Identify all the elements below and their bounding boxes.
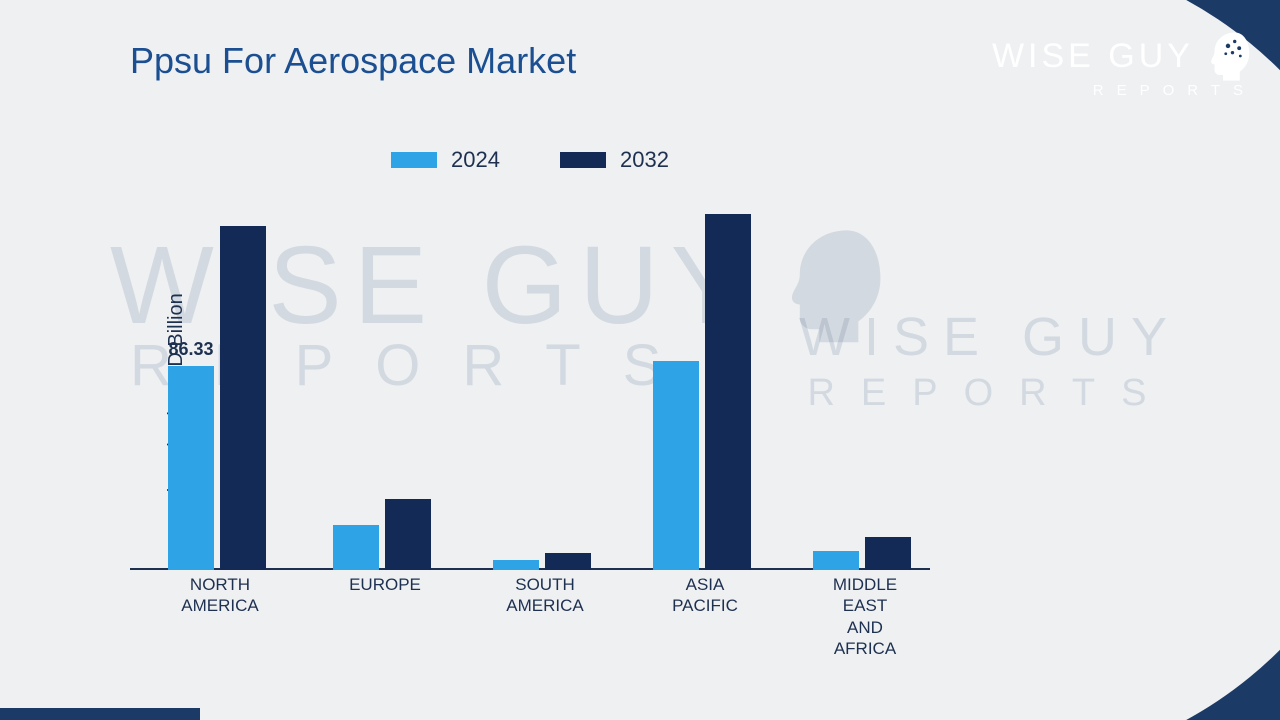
bar-2024 [168, 366, 214, 570]
x-tick-label: NORTHAMERICA [150, 574, 290, 617]
bar-2032 [545, 553, 591, 570]
footer-accent-bar [0, 708, 200, 720]
brain-head-icon [1200, 28, 1256, 84]
chart: Market Size in USD Billion 2024 2032 86.… [60, 140, 940, 680]
chart-title: Ppsu For Aerospace Market [130, 40, 576, 82]
legend-label-2032: 2032 [620, 147, 669, 173]
x-axis-labels: NORTHAMERICA EUROPE SOUTHAMERICA ASIAPACIFI… [130, 572, 930, 672]
bar-2032 [865, 537, 911, 570]
bar-2032 [385, 499, 431, 570]
bar-2024 [333, 525, 379, 570]
legend-swatch-2024 [391, 152, 437, 168]
plot-area: 86.33 [130, 190, 930, 570]
x-tick-label: ASIAPACIFIC [635, 574, 775, 617]
legend: 2024 2032 [130, 140, 930, 180]
legend-item-2032: 2032 [560, 147, 669, 173]
stage: WISE GUY REPORTS WISE GUY REPORTS Ppsu F… [0, 0, 1280, 720]
legend-item-2024: 2024 [391, 147, 500, 173]
legend-swatch-2032 [560, 152, 606, 168]
x-tick-label: EUROPE [315, 574, 455, 595]
bar-2032 [220, 226, 266, 570]
bar-2024 [813, 551, 859, 570]
bar-value-label: 86.33 [161, 339, 221, 360]
bar-2024 [493, 560, 539, 570]
x-tick-label: SOUTHAMERICA [475, 574, 615, 617]
brand-bottom: REPORTS [992, 82, 1256, 99]
bar-2024 [653, 361, 699, 570]
brand-logo: WISE GUY REPORTS [992, 28, 1256, 99]
x-tick-label: MIDDLEEASTANDAFRICA [795, 574, 935, 659]
legend-label-2024: 2024 [451, 147, 500, 173]
brand-top: WISE GUY [992, 37, 1194, 76]
bar-2032 [705, 214, 751, 570]
